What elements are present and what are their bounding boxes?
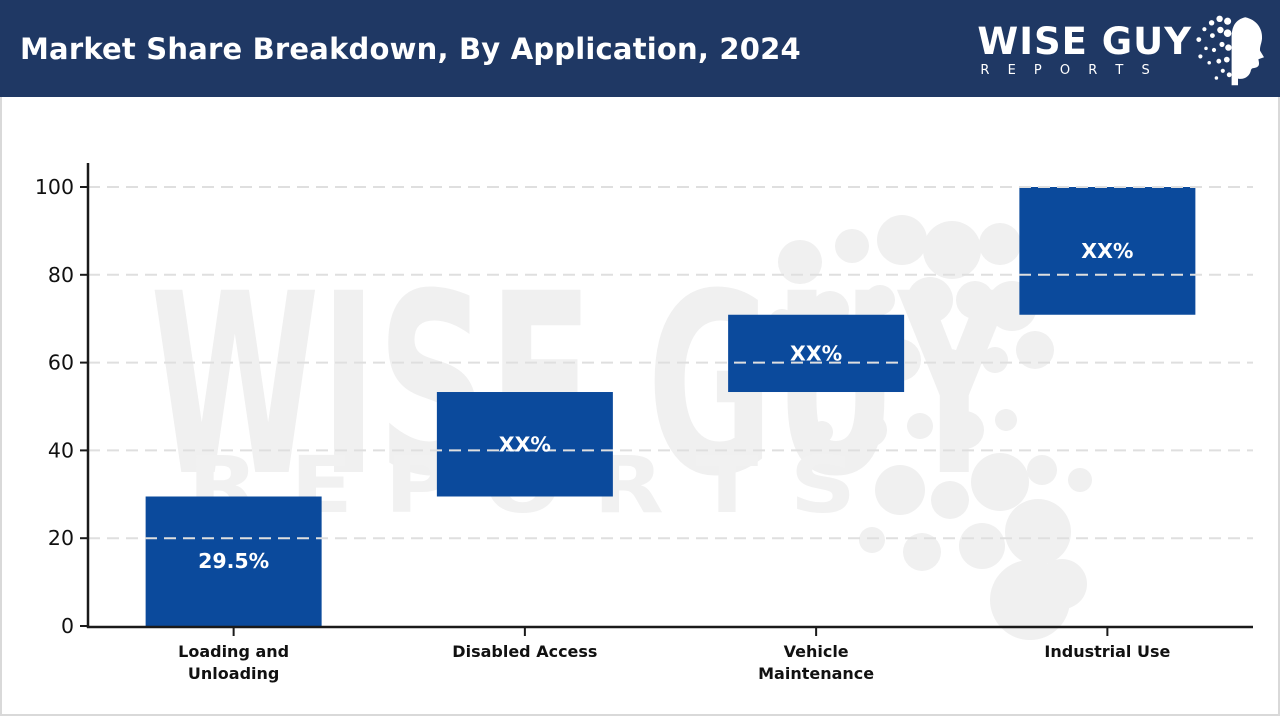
bar-value-label-3: XX% (1081, 239, 1133, 263)
y-tick-label-100: 100 (35, 175, 74, 199)
x-category-label-1: Disabled Access (452, 642, 597, 661)
y-tick-label-0: 0 (61, 614, 74, 638)
bar-segment-0 (145, 496, 322, 626)
x-category-label-0: Loading and Unloading (178, 642, 289, 683)
bar-segment-2 (728, 314, 905, 393)
wiseguy-face-icon (1196, 15, 1264, 86)
bar-value-label-1: XX% (499, 432, 551, 456)
logo-name: WISE GUY (977, 19, 1192, 63)
bar-segment-1 (436, 392, 613, 497)
bar-segment-3 (1019, 187, 1196, 315)
page-title: Market Share Breakdown, By Application, … (20, 31, 801, 66)
x-category-label-2: Vehicle Maintenance (758, 642, 874, 683)
wise-guy-reports-logo: WISE GUY R E P O R T S (977, 10, 1266, 90)
logo-text: WISE GUY R E P O R T S (977, 23, 1192, 78)
y-tick-label-40: 40 (48, 438, 74, 462)
bar-value-label-2: XX% (790, 341, 842, 365)
x-category-label-3: Industrial Use (1044, 642, 1170, 661)
logo-subtitle: R E P O R T S (980, 62, 1157, 78)
y-tick-label-80: 80 (48, 263, 74, 287)
header-bar: Market Share Breakdown, By Application, … (0, 0, 1280, 97)
y-tick-label-20: 20 (48, 526, 74, 550)
bar-value-label-0: 29.5% (198, 549, 269, 573)
y-tick-label-60: 60 (48, 351, 74, 375)
